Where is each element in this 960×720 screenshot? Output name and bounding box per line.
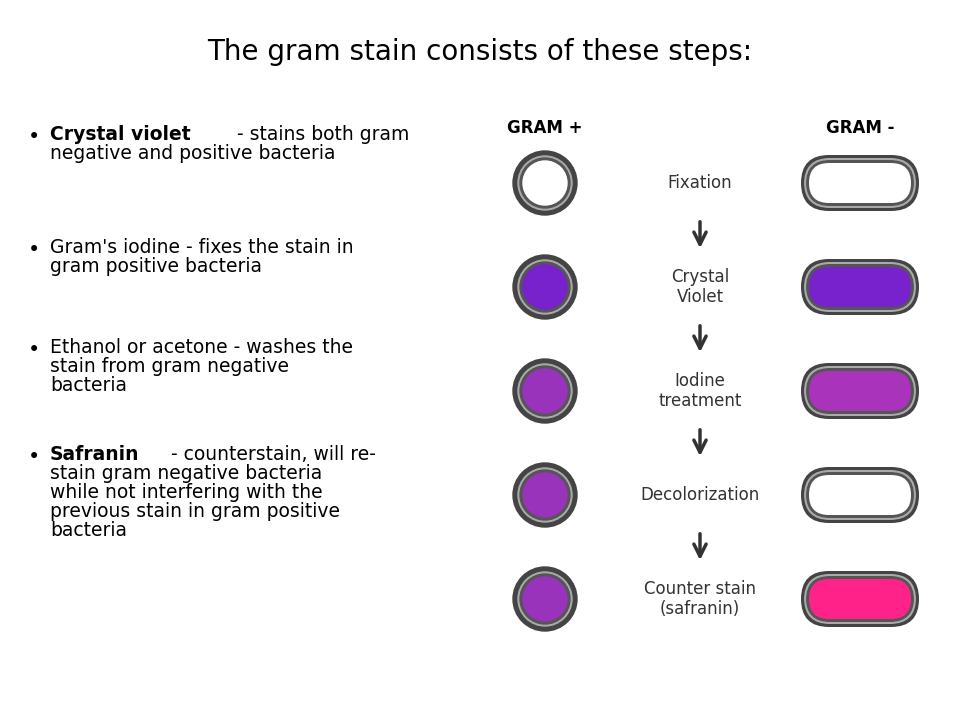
FancyBboxPatch shape: [804, 262, 916, 312]
Text: bacteria: bacteria: [50, 521, 127, 540]
Text: Decolorization: Decolorization: [640, 486, 759, 504]
Text: Counter stain
(safranin): Counter stain (safranin): [644, 580, 756, 618]
FancyBboxPatch shape: [809, 475, 911, 515]
Text: The gram stain consists of these steps:: The gram stain consists of these steps:: [207, 38, 753, 66]
Text: bacteria: bacteria: [50, 376, 127, 395]
FancyBboxPatch shape: [804, 470, 916, 520]
Text: GRAM -: GRAM -: [826, 119, 895, 137]
FancyBboxPatch shape: [801, 571, 919, 627]
Circle shape: [513, 567, 577, 631]
Text: Crystal violet: Crystal violet: [50, 125, 191, 144]
Text: •: •: [28, 340, 40, 360]
FancyBboxPatch shape: [801, 363, 919, 419]
Text: Safranin: Safranin: [50, 445, 139, 464]
FancyBboxPatch shape: [809, 371, 911, 411]
Text: negative and positive bacteria: negative and positive bacteria: [50, 144, 335, 163]
Circle shape: [518, 468, 572, 522]
FancyBboxPatch shape: [806, 368, 914, 414]
Text: GRAM +: GRAM +: [507, 119, 583, 137]
Text: gram positive bacteria: gram positive bacteria: [50, 257, 262, 276]
Circle shape: [518, 572, 572, 626]
FancyBboxPatch shape: [804, 574, 916, 624]
FancyBboxPatch shape: [809, 267, 911, 307]
Circle shape: [523, 473, 567, 517]
Text: •: •: [28, 127, 40, 147]
Text: Ethanol or acetone - washes the: Ethanol or acetone - washes the: [50, 338, 353, 357]
Circle shape: [513, 463, 577, 527]
Circle shape: [513, 151, 577, 215]
Text: Iodine
treatment: Iodine treatment: [659, 372, 742, 410]
FancyBboxPatch shape: [804, 366, 916, 416]
FancyBboxPatch shape: [806, 264, 914, 310]
FancyBboxPatch shape: [809, 579, 911, 619]
FancyBboxPatch shape: [801, 155, 919, 211]
FancyBboxPatch shape: [801, 259, 919, 315]
FancyBboxPatch shape: [804, 158, 916, 208]
Text: Gram's iodine - fixes the stain in: Gram's iodine - fixes the stain in: [50, 238, 353, 257]
Circle shape: [518, 260, 572, 314]
Text: previous stain in gram positive: previous stain in gram positive: [50, 502, 340, 521]
Circle shape: [520, 574, 570, 624]
Text: - counterstain, will re-: - counterstain, will re-: [165, 445, 376, 464]
Text: stain from gram negative: stain from gram negative: [50, 357, 289, 376]
FancyBboxPatch shape: [806, 160, 914, 206]
Text: while not interfering with the: while not interfering with the: [50, 483, 323, 502]
Circle shape: [520, 366, 570, 416]
Text: Crystal
Violet: Crystal Violet: [671, 268, 730, 307]
Circle shape: [523, 577, 567, 621]
FancyBboxPatch shape: [806, 472, 914, 518]
Circle shape: [520, 262, 570, 312]
Text: •: •: [28, 447, 40, 467]
Circle shape: [520, 158, 570, 208]
Text: stain gram negative bacteria: stain gram negative bacteria: [50, 464, 323, 483]
Circle shape: [513, 255, 577, 319]
Text: •: •: [28, 240, 40, 260]
FancyBboxPatch shape: [806, 576, 914, 622]
Text: - stains both gram: - stains both gram: [231, 125, 410, 144]
Circle shape: [523, 369, 567, 413]
Circle shape: [523, 265, 567, 309]
Circle shape: [523, 161, 567, 205]
FancyBboxPatch shape: [809, 163, 911, 203]
Circle shape: [513, 359, 577, 423]
Circle shape: [518, 364, 572, 418]
Circle shape: [518, 156, 572, 210]
Text: Fixation: Fixation: [668, 174, 732, 192]
FancyBboxPatch shape: [801, 467, 919, 523]
Circle shape: [520, 470, 570, 520]
